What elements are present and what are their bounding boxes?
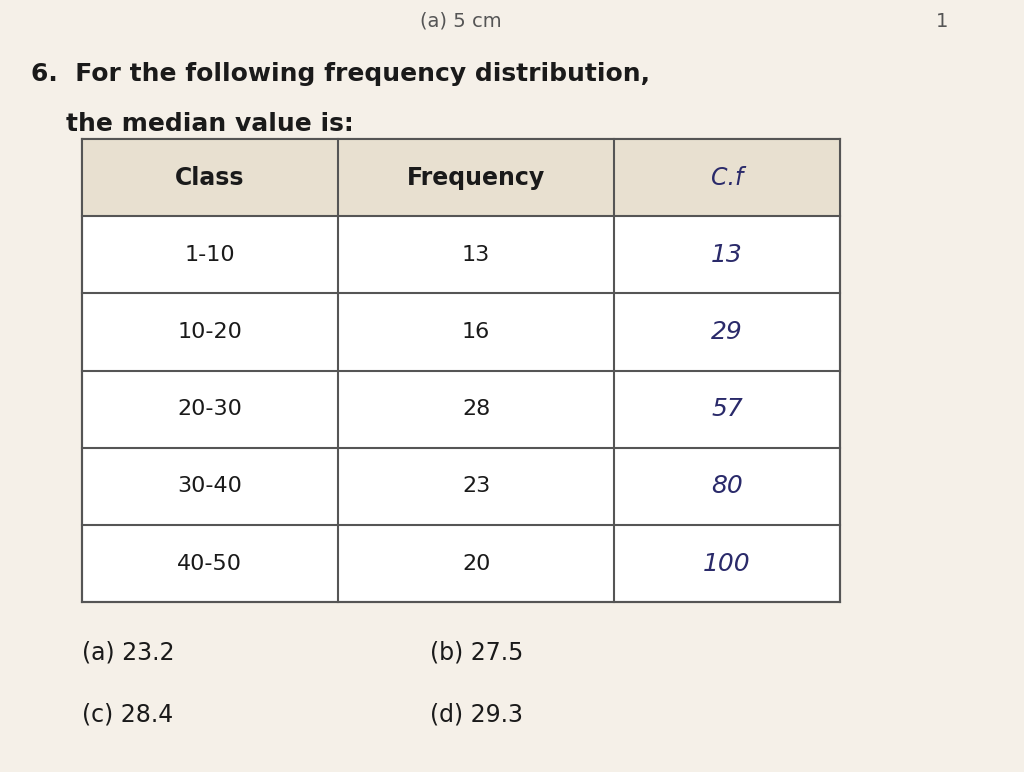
Text: the median value is:: the median value is:: [31, 112, 353, 136]
Text: (d) 29.3: (d) 29.3: [430, 703, 523, 726]
Text: 57: 57: [711, 397, 743, 422]
Text: 80: 80: [711, 474, 743, 499]
Text: 23: 23: [462, 476, 490, 496]
Text: (c) 28.4: (c) 28.4: [82, 703, 173, 726]
Text: 16: 16: [462, 322, 490, 342]
Text: 6.  For the following frequency distribution,: 6. For the following frequency distribut…: [31, 62, 649, 86]
FancyBboxPatch shape: [82, 139, 840, 602]
Text: 13: 13: [462, 245, 490, 265]
Text: (a) 23.2: (a) 23.2: [82, 641, 174, 665]
Text: 100: 100: [703, 551, 751, 576]
Text: Class: Class: [175, 165, 245, 190]
Text: 1-10: 1-10: [184, 245, 236, 265]
Text: 40-50: 40-50: [177, 554, 243, 574]
Text: 20: 20: [462, 554, 490, 574]
Text: 13: 13: [711, 242, 743, 267]
FancyBboxPatch shape: [82, 139, 840, 216]
Text: 29: 29: [711, 320, 743, 344]
Text: C.f: C.f: [711, 165, 743, 190]
Text: 30-40: 30-40: [177, 476, 243, 496]
Text: Frequency: Frequency: [407, 165, 546, 190]
Text: (b) 27.5: (b) 27.5: [430, 641, 523, 665]
Text: 28: 28: [462, 399, 490, 419]
Text: 20-30: 20-30: [177, 399, 243, 419]
Text: (a) 5 cm: (a) 5 cm: [420, 12, 502, 31]
Text: 1: 1: [936, 12, 948, 31]
Text: 10-20: 10-20: [177, 322, 243, 342]
